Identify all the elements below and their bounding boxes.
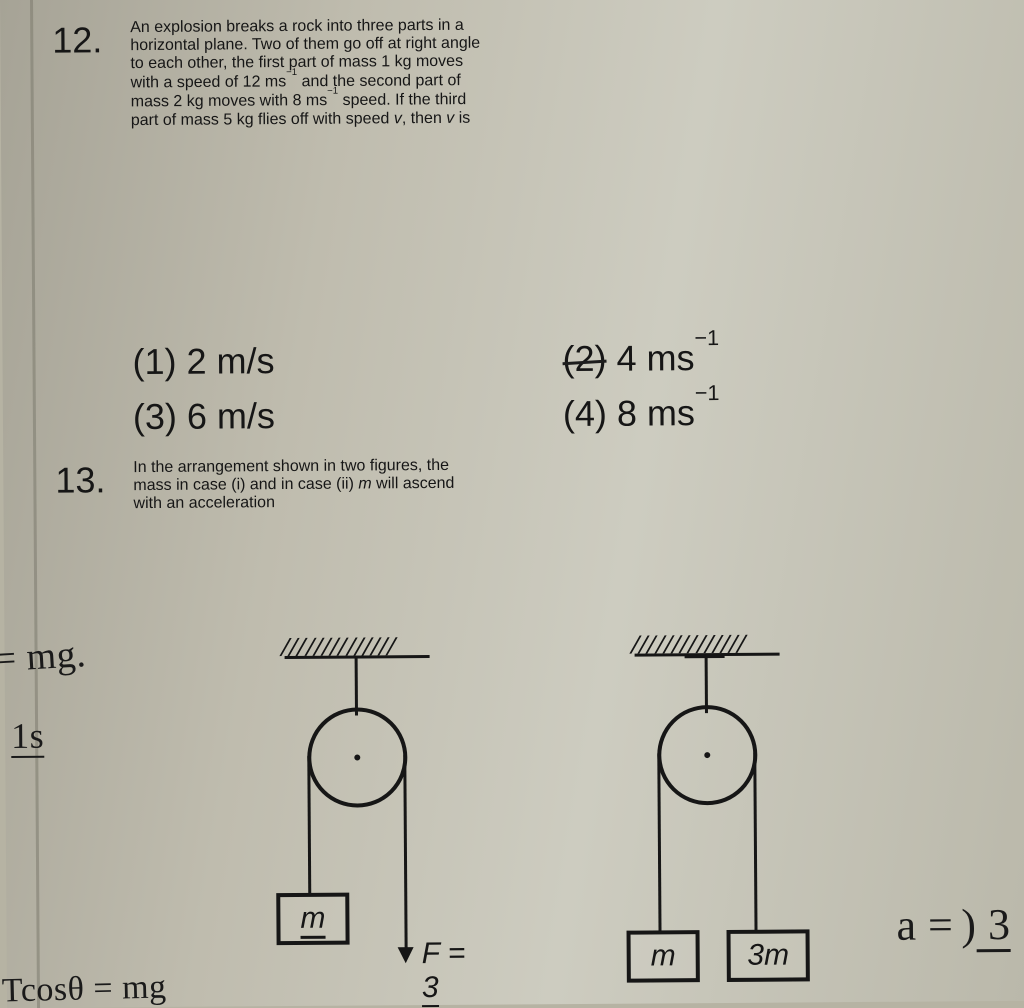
handwriting-1s: 1s	[11, 710, 44, 762]
mass-box-m: m	[627, 930, 700, 983]
handwriting-tcos: Tcosθ = mg	[1, 962, 167, 1008]
q13-text: In the arrangement shown in two figures,…	[133, 453, 993, 513]
q12-number: 12.	[52, 19, 102, 61]
force-arrow-icon	[398, 947, 414, 963]
force-label: F = 3 mg	[422, 937, 478, 1008]
mass-box-m: m	[276, 893, 349, 946]
q12-option-2: (2) 4 ms−1	[562, 337, 719, 380]
pulley-icon	[307, 707, 408, 808]
option-label: (2)	[562, 338, 606, 380]
q13-figure-ii: m 3m	[574, 634, 856, 986]
option-label: (3)	[133, 396, 177, 437]
option-value: 8 ms−1	[617, 392, 720, 434]
option-value: 2 m/s	[186, 340, 274, 382]
rope-right	[753, 753, 757, 933]
q13-figure-i: m F = 3 mg	[224, 637, 476, 989]
q12-text: An explosion breaks a rock into three pa…	[130, 13, 991, 130]
q13-number: 13.	[55, 459, 105, 501]
handwriting-eq-mg: = mg.	[0, 627, 88, 687]
q12-option-4: (4) 8 ms−1	[563, 392, 720, 435]
q12-option-1: (1) 2 m/s	[132, 340, 274, 383]
option-label: (4)	[563, 393, 607, 434]
pulley-icon	[657, 705, 758, 806]
rope-right	[403, 755, 407, 950]
q12-options: (1) 2 m/s (2) 4 ms−1 (3) 6 m/s (4) 8 ms−…	[132, 335, 992, 341]
mass-box-3m: 3m	[727, 929, 810, 982]
option-label: (1)	[132, 341, 176, 382]
handwriting-a-eq: a =) 3	[896, 893, 1010, 958]
rope-left	[657, 753, 661, 933]
option-value: 6 m/s	[187, 395, 275, 437]
option-value: 4 ms−1	[616, 337, 719, 379]
q12-option-3: (3) 6 m/s	[133, 395, 275, 438]
